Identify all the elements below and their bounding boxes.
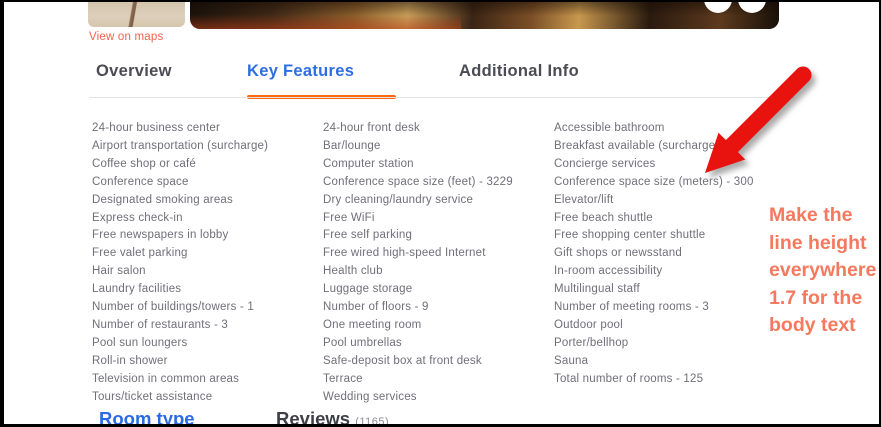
reviews-heading[interactable]: Reviews (1165) xyxy=(276,408,390,427)
note-line: body text xyxy=(769,314,856,336)
map-thumbnail[interactable] xyxy=(88,2,185,27)
feature-item: Airport transportation (surcharge) xyxy=(92,139,269,152)
feature-item: Free valet parking xyxy=(92,247,188,260)
feature-item: Wedding services xyxy=(323,390,417,403)
feature-item: Hair salon xyxy=(92,265,146,278)
features-column-3: Accessible bathroom Breakfast available (… xyxy=(554,120,782,389)
feature-item: Number of buildings/towers - 1 xyxy=(92,301,254,314)
feature-item: Laundry facilities xyxy=(92,283,182,296)
feature-item: Number of restaurants - 3 xyxy=(92,318,229,331)
note-line: everywhere xyxy=(769,259,877,281)
note-line: 1.7 for the xyxy=(769,286,863,309)
photo-overlay-circle xyxy=(704,2,732,13)
photo-overlay-circle xyxy=(738,2,766,13)
feature-item: Luggage storage xyxy=(323,283,413,296)
feature-item: Sauna xyxy=(554,354,589,367)
feature-item: Free wired high-speed Internet xyxy=(323,247,486,260)
tab-key-features[interactable]: Key Features xyxy=(247,62,355,80)
reviews-label: Reviews xyxy=(276,408,351,427)
feature-item: 24-hour business center xyxy=(92,122,220,134)
feature-item: Safe-deposit box at front desk xyxy=(323,354,482,367)
review-annotation-note: Make the line height everywhere 1.7 for the… xyxy=(769,202,879,340)
hotel-photo[interactable] xyxy=(190,2,779,29)
feature-item: Conference space size (feet) - 3229 xyxy=(323,175,513,188)
tab-overview[interactable]: Overview xyxy=(96,62,172,80)
feature-item: Dry cleaning/laundry service xyxy=(323,193,474,206)
features-column-1: 24-hour business center Airport transport… xyxy=(92,120,320,407)
tab-divider-line xyxy=(89,97,795,98)
feature-item: Roll-in shower xyxy=(92,354,168,367)
feature-item: Designated smoking areas xyxy=(92,193,233,206)
feature-item: Television in common areas xyxy=(92,372,240,385)
reviews-count: (1165) xyxy=(355,416,390,427)
feature-item: Porter/bellhop xyxy=(554,336,629,349)
feature-item: Computer station xyxy=(323,157,414,170)
room-type-heading[interactable]: Room type xyxy=(99,408,195,427)
feature-item: Gift shops or newsstand xyxy=(554,247,682,260)
feature-item: Express check-in xyxy=(92,211,183,224)
feature-item: In-room accessibility xyxy=(554,265,663,278)
feature-item: Number of meeting rooms - 3 xyxy=(554,301,709,314)
feature-item: Outdoor pool xyxy=(554,318,623,331)
feature-item: Conference space xyxy=(92,175,189,188)
view-on-maps-link[interactable]: View on maps xyxy=(89,31,164,43)
feature-item: One meeting room xyxy=(323,318,422,331)
annotation-arrow-icon xyxy=(705,66,812,173)
feature-item: Elevator/lift xyxy=(554,193,614,206)
feature-item: Total number of rooms - 125 xyxy=(554,372,704,385)
feature-item: Free WiFi xyxy=(323,211,375,224)
feature-item: Terrace xyxy=(323,372,363,385)
feature-item: Free shopping center shuttle xyxy=(554,229,706,242)
feature-item: Free self parking xyxy=(323,229,413,242)
feature-item: Tours/ticket assistance xyxy=(92,390,213,403)
feature-item: Accessible bathroom xyxy=(554,122,665,134)
note-line: line height xyxy=(769,231,867,254)
features-column-2: 24-hour front desk Bar/lounge Computer sta… xyxy=(323,120,551,407)
feature-item: Number of floors - 9 xyxy=(323,301,429,314)
feature-item: Pool umbrellas xyxy=(323,336,402,349)
tab-additional-info[interactable]: Additional Info xyxy=(459,62,579,80)
feature-item: Multilingual staff xyxy=(554,283,640,296)
feature-item: Conference space size (meters) - 300 xyxy=(554,175,754,188)
feature-item: Coffee shop or café xyxy=(92,157,196,170)
feature-item: Pool sun loungers xyxy=(92,336,188,349)
feature-item: Free beach shuttle xyxy=(554,211,653,224)
feature-item: Free newspapers in lobby xyxy=(92,229,229,242)
feature-item: Bar/lounge xyxy=(323,139,381,152)
feature-item: Concierge services xyxy=(554,157,656,170)
feature-item: 24-hour front desk xyxy=(323,122,420,134)
feature-item: Breakfast available (surcharge) xyxy=(554,139,720,152)
note-line: Make the xyxy=(769,204,853,226)
feature-item: Health club xyxy=(323,265,383,278)
